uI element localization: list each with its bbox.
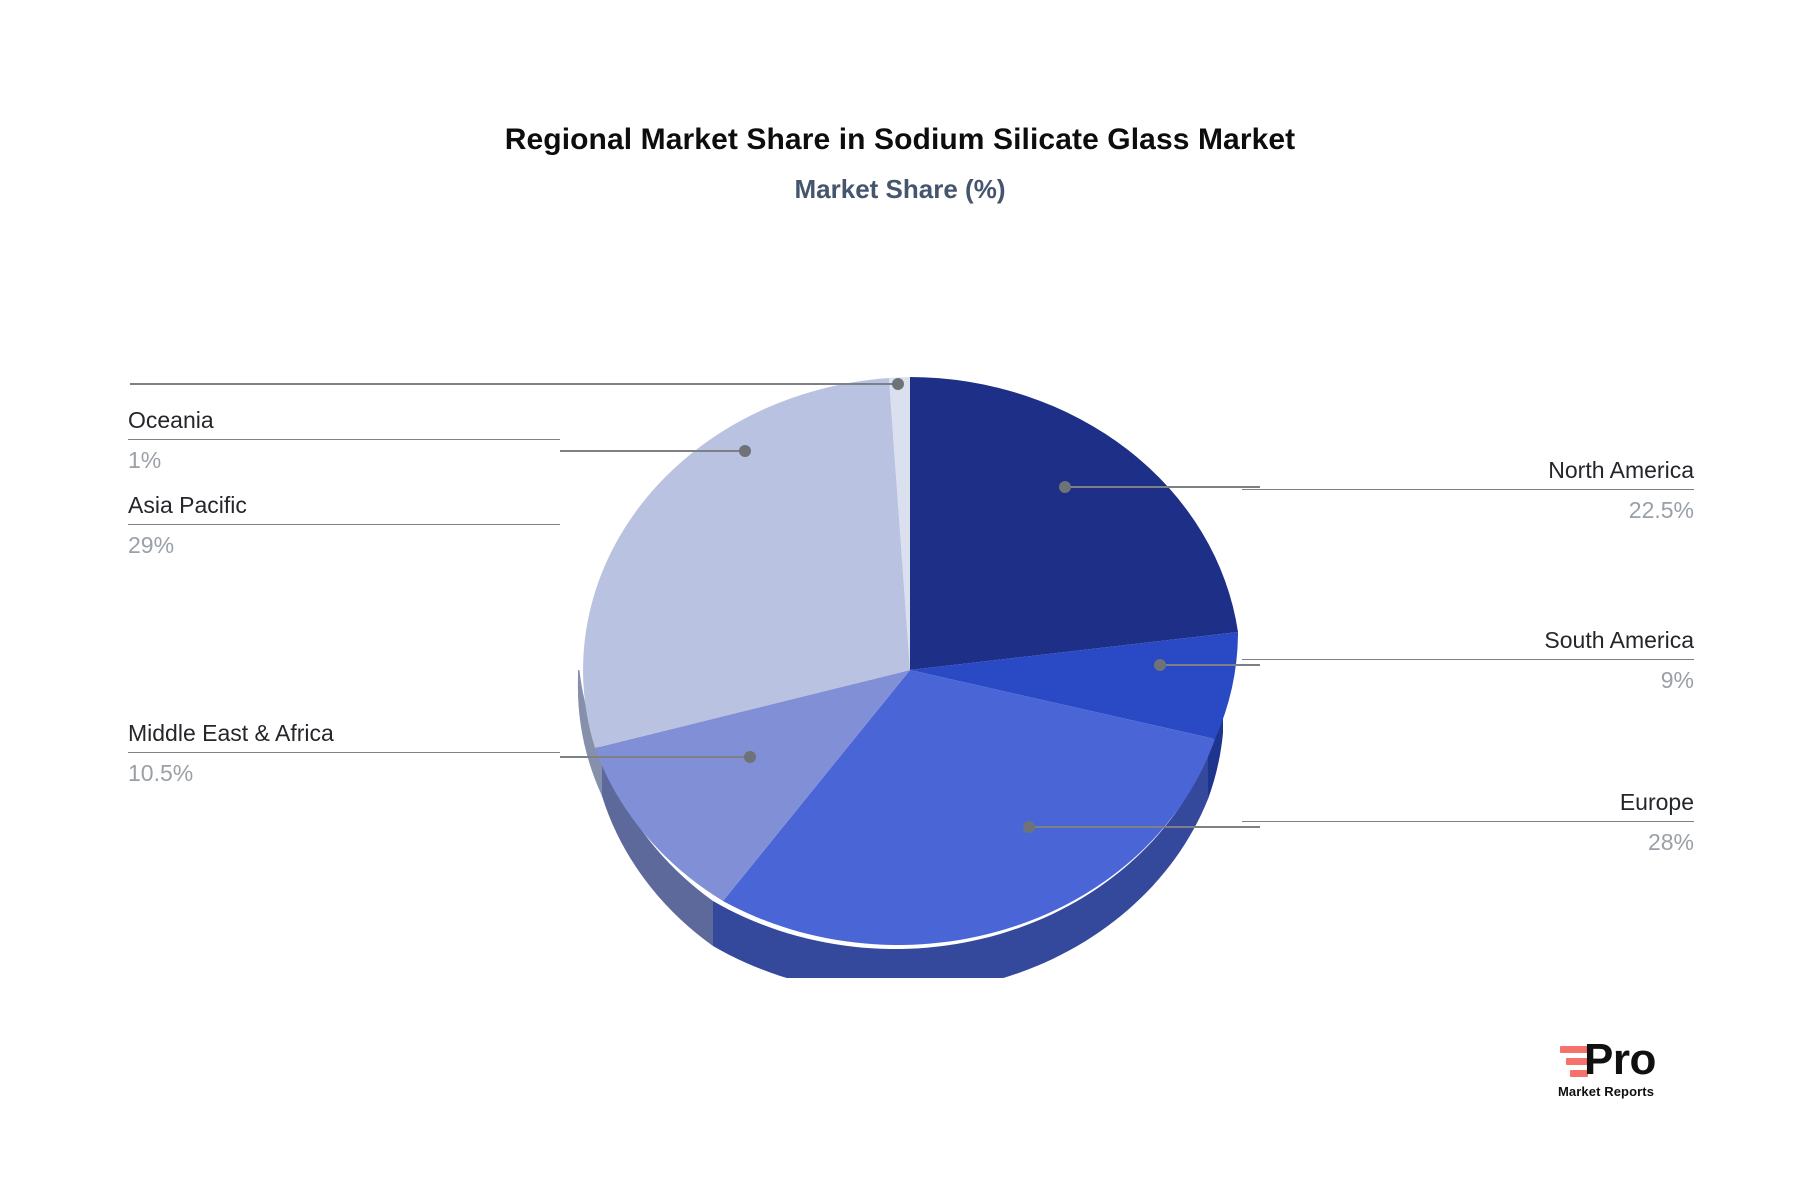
pie-slice-middle-east-africa <box>595 670 910 901</box>
label-oceania-value: 1% <box>128 447 162 473</box>
label-north-america-rule <box>1242 489 1694 490</box>
pro-market-reports-logo: Pro Market Reports <box>1558 1035 1718 1106</box>
label-asia-pacific-rule <box>128 524 560 525</box>
label-south-america-value: 9% <box>1660 667 1694 693</box>
label-europe: Europe 28% <box>1242 787 1694 857</box>
pie-wall-middle-east-africa <box>602 751 713 946</box>
label-south-america: South America 9% <box>1242 625 1694 695</box>
label-europe-value: 28% <box>1647 829 1694 855</box>
pie-wall-europe <box>713 754 1208 978</box>
logo-tagline: Market Reports <box>1558 1084 1655 1099</box>
pie-slice-europe <box>723 670 1215 945</box>
label-middle-east-africa-rule <box>128 752 560 753</box>
label-middle-east-africa-name: Middle East & Africa <box>128 720 334 746</box>
label-europe-rule <box>1242 821 1694 822</box>
label-asia-pacific-value: 29% <box>128 532 175 558</box>
label-north-america-value: 22.5% <box>1628 497 1694 523</box>
label-north-america: North America 22.5% <box>1242 455 1694 525</box>
label-south-america-name: South America <box>1544 627 1694 653</box>
pie-slice-asia-pacific <box>583 378 910 748</box>
pie-slice-south-america <box>910 632 1238 739</box>
pie-leader-dots <box>739 445 1166 833</box>
label-south-america-rule <box>1242 659 1694 660</box>
logo-bars-icon <box>1558 1042 1604 1082</box>
label-europe-name: Europe <box>1619 789 1694 815</box>
label-oceania: Oceania 1% <box>128 405 560 475</box>
pie-slices <box>583 377 1238 945</box>
page-title: Regional Market Share in Sodium Silicate… <box>504 123 1296 156</box>
label-oceania-rule <box>128 439 560 440</box>
label-middle-east-africa: Middle East & Africa 10.5% <box>128 718 560 788</box>
label-asia-pacific: Asia Pacific 29% <box>128 490 560 560</box>
label-middle-east-africa-value: 10.5% <box>128 760 194 786</box>
pie-wall-asia-pacific <box>577 670 602 796</box>
label-north-america-name: North America <box>1548 457 1694 483</box>
pie-plot-area <box>560 348 1260 978</box>
pie-slice-north-america <box>910 377 1238 670</box>
logo-wordmark: Pro <box>1584 1035 1656 1084</box>
chart-subtitle: Market Share (%) <box>794 174 1006 204</box>
pie-slice-oceania <box>889 377 910 670</box>
pie-leader-lines <box>560 450 1260 828</box>
label-oceania-name: Oceania <box>128 407 214 433</box>
title-block: Regional Market Share in Sodium Silicate… <box>0 120 1800 206</box>
pie-svg <box>560 377 1260 978</box>
label-asia-pacific-name: Asia Pacific <box>128 492 247 518</box>
